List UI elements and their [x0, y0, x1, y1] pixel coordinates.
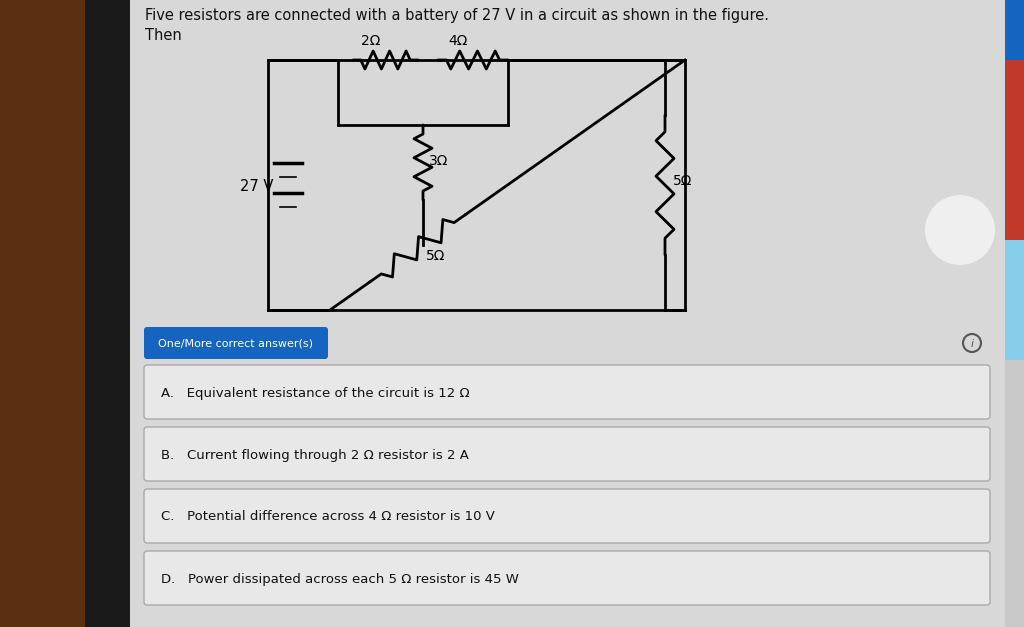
- Polygon shape: [1005, 60, 1024, 120]
- Polygon shape: [0, 0, 85, 627]
- FancyBboxPatch shape: [144, 489, 990, 543]
- Polygon shape: [85, 0, 130, 627]
- FancyBboxPatch shape: [144, 551, 990, 605]
- Text: C.   Potential difference across 4 Ω resistor is 10 V: C. Potential difference across 4 Ω resis…: [161, 510, 495, 524]
- Text: B.   Current flowing through 2 Ω resistor is 2 A: B. Current flowing through 2 Ω resistor …: [161, 448, 469, 461]
- Polygon shape: [1005, 180, 1024, 240]
- Polygon shape: [1005, 120, 1024, 180]
- Text: 2Ω: 2Ω: [361, 34, 380, 48]
- Text: D.   Power dissipated across each 5 Ω resistor is 45 W: D. Power dissipated across each 5 Ω resi…: [161, 572, 519, 586]
- Polygon shape: [1005, 0, 1024, 60]
- Polygon shape: [130, 0, 1005, 627]
- Text: 3Ω: 3Ω: [429, 154, 449, 168]
- Text: 27 V: 27 V: [240, 179, 273, 194]
- Circle shape: [925, 195, 995, 265]
- Text: 5Ω: 5Ω: [673, 174, 692, 188]
- FancyBboxPatch shape: [144, 365, 990, 419]
- FancyBboxPatch shape: [144, 327, 328, 359]
- Text: One/More correct answer(s): One/More correct answer(s): [159, 338, 313, 348]
- Text: Five resistors are connected with a battery of 27 V in a circuit as shown in the: Five resistors are connected with a batt…: [145, 8, 769, 23]
- Polygon shape: [1005, 240, 1024, 360]
- Text: i: i: [971, 339, 974, 349]
- Text: 4Ω: 4Ω: [449, 34, 467, 48]
- Text: Then: Then: [145, 28, 181, 43]
- Text: 5Ω: 5Ω: [426, 250, 445, 263]
- FancyBboxPatch shape: [144, 427, 990, 481]
- Text: A.   Equivalent resistance of the circuit is 12 Ω: A. Equivalent resistance of the circuit …: [161, 386, 470, 399]
